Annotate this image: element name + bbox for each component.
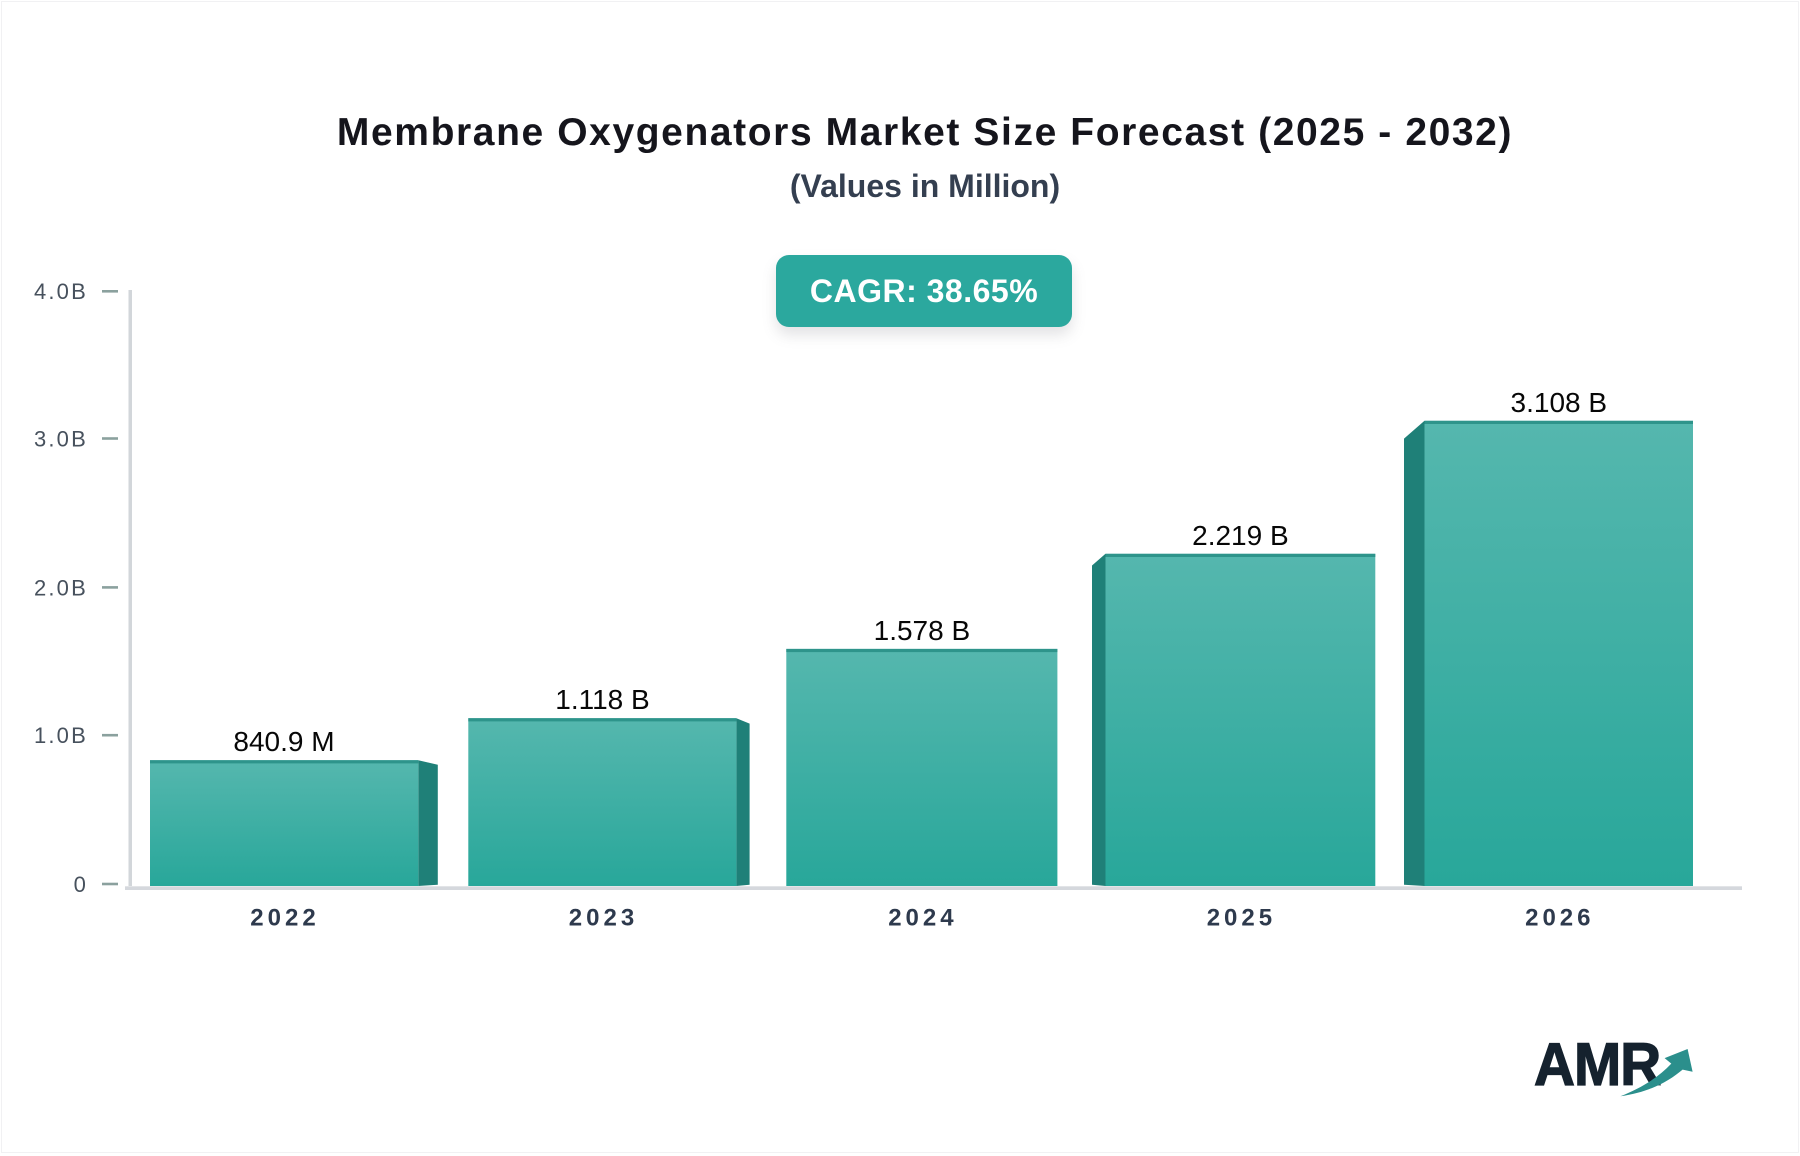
svg-text:0: 0 (74, 872, 88, 897)
svg-text:3.108 B: 3.108 B (1511, 387, 1608, 418)
svg-text:1.118 B: 1.118 B (555, 684, 649, 715)
svg-text:2.0B: 2.0B (34, 575, 88, 600)
svg-text:4.0B: 4.0B (34, 279, 88, 304)
svg-text:3.0B: 3.0B (34, 426, 88, 451)
svg-text:1.0B: 1.0B (34, 723, 88, 748)
svg-text:2022: 2022 (250, 905, 319, 932)
svg-text:2023: 2023 (569, 905, 638, 932)
svg-text:1.578 B: 1.578 B (874, 615, 971, 646)
svg-text:2024: 2024 (888, 905, 957, 932)
svg-text:2.219 B: 2.219 B (1192, 520, 1289, 551)
svg-text:2026: 2026 (1525, 905, 1594, 932)
svg-text:840.9 M: 840.9 M (233, 726, 334, 757)
svg-text:2025: 2025 (1207, 905, 1276, 932)
